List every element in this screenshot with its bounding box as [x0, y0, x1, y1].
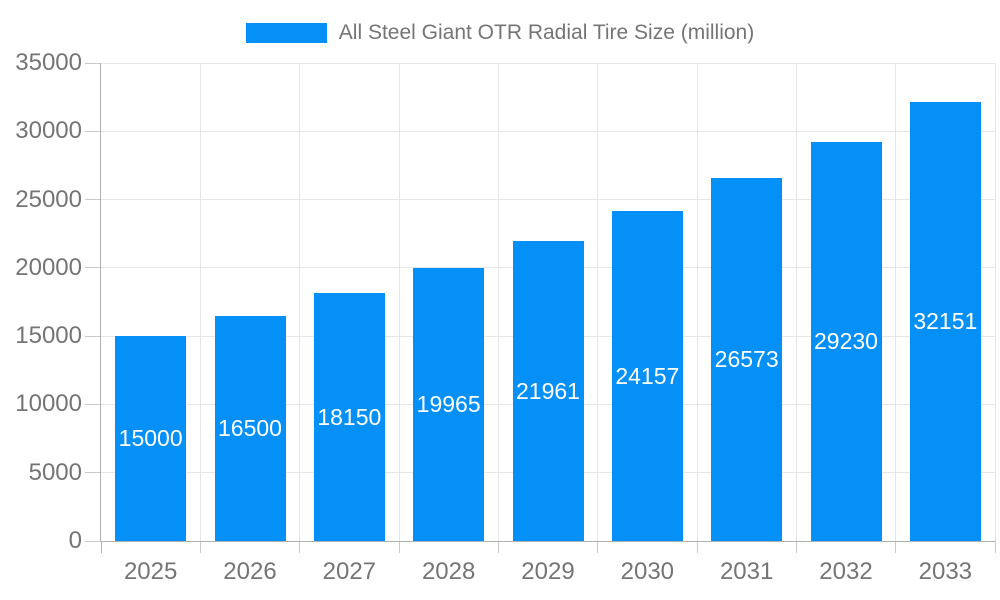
bar-2033: 32151 — [909, 101, 981, 541]
x-axis-tick — [994, 541, 996, 553]
y-axis-tick — [85, 403, 101, 405]
y-axis-tick — [85, 62, 101, 64]
x-axis-category-label: 2032 — [819, 558, 873, 585]
y-axis-tick-label: 30000 — [15, 117, 82, 145]
bar-value-label: 21961 — [516, 377, 580, 404]
x-axis-tick — [398, 541, 400, 553]
x-axis-category-label: 2025 — [123, 558, 178, 585]
y-axis-tick — [85, 199, 101, 201]
y-axis-tick — [85, 472, 101, 474]
y-axis-tick-label: 20000 — [15, 253, 82, 281]
y-axis-tick — [85, 335, 101, 337]
y-axis-tick-label: 15000 — [15, 322, 82, 350]
x-axis-category-label: 2031 — [719, 558, 774, 585]
y-gridline — [101, 130, 995, 132]
y-axis-tick — [85, 540, 101, 542]
bar-value-label: 26573 — [714, 346, 779, 373]
bar-2031: 26573 — [711, 178, 783, 541]
y-gridline — [101, 199, 995, 201]
x-gridline — [696, 63, 698, 541]
x-gridline — [597, 63, 599, 541]
x-axis-tick — [100, 541, 102, 553]
bar-2026: 16500 — [214, 315, 286, 541]
x-axis-tick — [597, 541, 599, 553]
bar-2032: 29230 — [810, 141, 882, 541]
x-gridline — [994, 63, 996, 541]
x-axis-tick — [299, 541, 301, 553]
x-gridline — [199, 63, 201, 541]
bar-value-label: 15000 — [118, 425, 183, 452]
x-gridline — [895, 63, 897, 541]
legend-series-label: All Steel Giant OTR Radial Tire Size (mi… — [338, 21, 755, 44]
y-axis-tick-label: 0 — [68, 527, 82, 554]
y-axis-tick-label: 25000 — [15, 185, 82, 213]
bar-value-label: 29230 — [814, 327, 878, 354]
legend: All Steel Giant OTR Radial Tire Size (mi… — [0, 21, 1000, 44]
y-axis-tick-label: 5000 — [28, 458, 82, 486]
y-axis-tick-label: 10000 — [15, 390, 82, 418]
legend-color-swatch — [245, 23, 327, 43]
bar-2030: 24157 — [611, 211, 683, 541]
bar-value-label: 16500 — [218, 414, 282, 441]
y-axis-tick — [85, 130, 101, 132]
x-gridline — [795, 63, 797, 541]
x-axis-tick — [895, 541, 897, 553]
y-axis-tick-label: 35000 — [15, 49, 82, 76]
x-axis-tick — [795, 541, 797, 553]
bar-value-label: 32151 — [913, 307, 978, 334]
x-gridline — [299, 63, 301, 541]
y-axis-line — [100, 63, 101, 541]
x-axis-category-label: 2027 — [322, 558, 377, 585]
y-axis-tick — [85, 267, 101, 269]
x-gridline — [497, 63, 499, 541]
y-gridline — [101, 62, 995, 64]
bar-value-label: 19965 — [416, 391, 481, 418]
x-axis-category-label: 2028 — [421, 558, 476, 585]
x-axis-tick — [199, 541, 201, 553]
bar-2029: 21961 — [512, 241, 584, 541]
bar-value-label: 24157 — [615, 362, 680, 389]
bar-2025: 15000 — [115, 336, 187, 541]
x-axis-line — [101, 540, 995, 542]
x-gridline — [398, 63, 400, 541]
bar-2028: 19965 — [413, 268, 485, 541]
x-axis-category-label: 2029 — [521, 558, 575, 585]
x-axis-category-label: 2033 — [918, 558, 973, 585]
x-axis-tick — [696, 541, 698, 553]
bar-2027: 18150 — [313, 293, 385, 541]
bar-value-label: 18150 — [317, 403, 382, 430]
x-axis-tick — [497, 541, 499, 553]
x-axis-category-label: 2030 — [620, 558, 675, 585]
x-axis-category-label: 2026 — [223, 558, 277, 585]
